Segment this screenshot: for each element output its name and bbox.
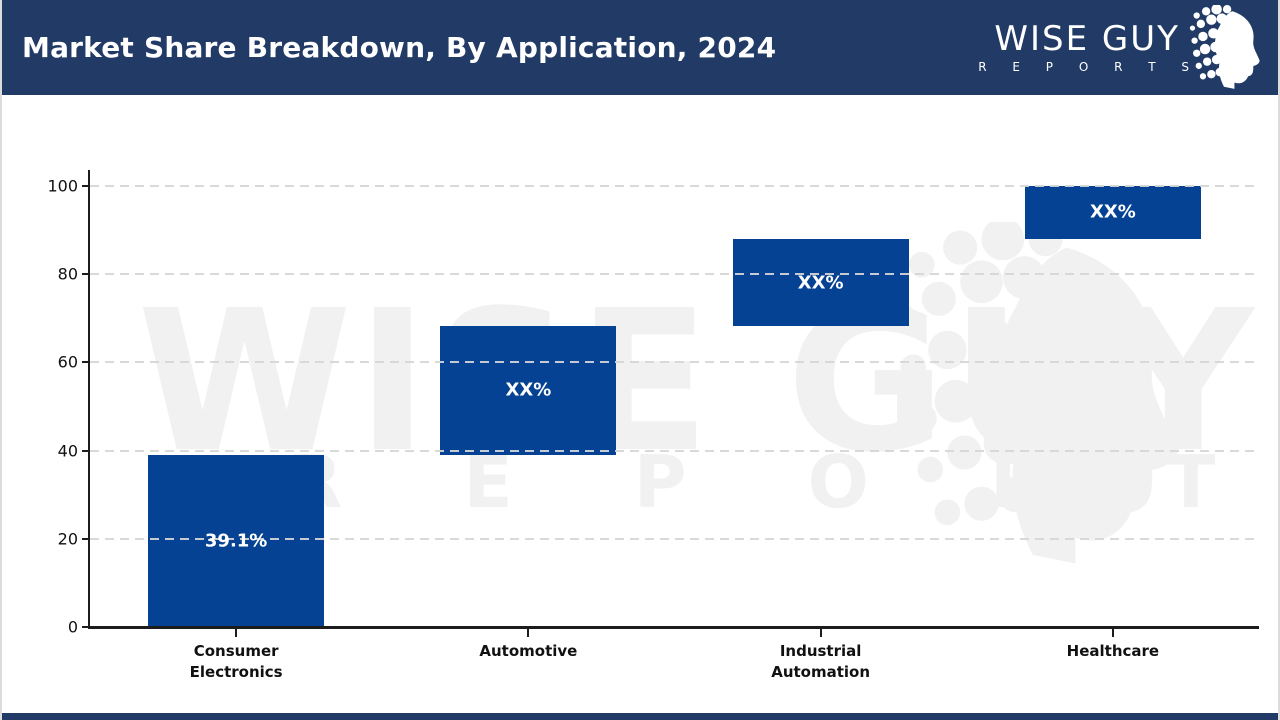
x-category-label-automotive: Automotive	[479, 642, 578, 660]
header-bar: Market Share Breakdown, By Application, …	[2, 0, 1278, 95]
gridline-80	[90, 273, 1259, 276]
x-tick-mark	[819, 629, 822, 637]
y-tick-label: 0	[67, 617, 78, 637]
bar-automotive	[440, 326, 617, 455]
logo-head-icon	[1189, 4, 1260, 89]
chart-title: Market Share Breakdown, By Application, …	[22, 31, 777, 64]
footer-bar	[2, 713, 1278, 720]
x-tick-mark	[1111, 629, 1114, 637]
y-tick-label: 80	[57, 264, 78, 284]
bar-consumer-electronics	[148, 454, 325, 627]
bar-healthcare	[1024, 186, 1201, 239]
x-category-label-consumer-electronics: Consumer Electronics	[189, 642, 283, 681]
bar-value-label-consumer-electronics: 39.1%	[204, 530, 268, 552]
x-axis-spine	[88, 626, 1259, 629]
y-tick-mark	[82, 361, 89, 364]
bar-industrial-automation	[732, 238, 909, 327]
logo-wordmark: WISE GUY	[994, 18, 1180, 59]
wiseguy-logo: WISE GUY R E P O R T S	[974, 4, 1264, 91]
gridline-40	[90, 449, 1259, 452]
bar-value-label-healthcare: XX%	[1089, 201, 1136, 223]
logo-subtitle: R E P O R T S	[978, 59, 1200, 74]
y-tick-label: 60	[57, 352, 78, 372]
y-tick-label: 100	[47, 176, 78, 196]
logo-text: WISE GUY R E P O R T S	[974, 22, 1200, 74]
x-category-label-industrial-automation: Industrial Automation	[771, 642, 871, 681]
gridline-20	[90, 537, 1259, 540]
y-tick-label: 20	[57, 529, 78, 549]
y-tick-mark	[82, 185, 89, 187]
y-tick-label: 40	[57, 441, 78, 461]
gridline-60	[90, 361, 1259, 364]
watermark-head-icon	[894, 222, 1178, 564]
y-tick-mark	[82, 626, 89, 628]
y-tick-mark	[82, 273, 89, 276]
x-tick-mark	[527, 629, 530, 637]
bar-value-label-industrial-automation: XX%	[797, 272, 844, 294]
y-tick-mark	[82, 449, 89, 452]
x-tick-mark	[235, 629, 238, 637]
gridline-100	[90, 185, 1259, 187]
y-axis-spine	[88, 170, 90, 629]
bar-value-label-automotive: XX%	[505, 379, 552, 401]
y-tick-mark	[82, 537, 89, 540]
x-category-label-healthcare: Healthcare	[1066, 642, 1160, 660]
